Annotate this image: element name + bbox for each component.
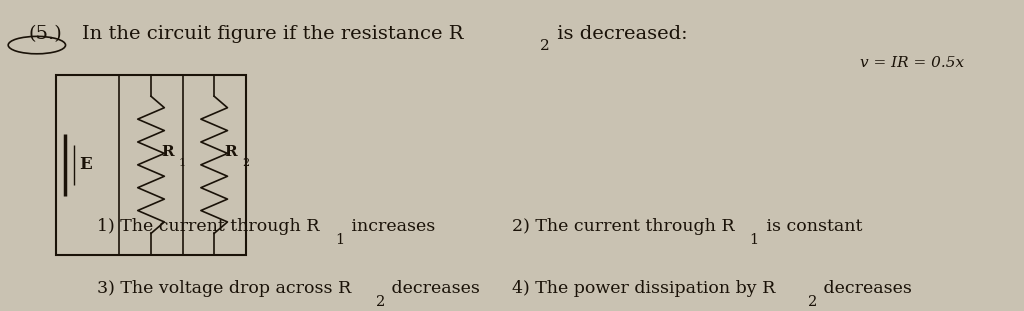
Text: 4) The power dissipation by R: 4) The power dissipation by R [512, 280, 775, 297]
Text: is constant: is constant [761, 218, 862, 235]
Text: 2: 2 [376, 295, 385, 309]
Text: is decreased:: is decreased: [551, 25, 687, 43]
Text: (5.): (5.) [29, 25, 62, 43]
Text: 2) The current through R: 2) The current through R [512, 218, 734, 235]
Text: increases: increases [346, 218, 435, 235]
Text: 2: 2 [242, 158, 249, 168]
Text: R: R [162, 145, 174, 160]
Text: E: E [79, 156, 91, 173]
Text: 1: 1 [750, 233, 759, 247]
Text: 2: 2 [540, 39, 550, 53]
Text: 1) The current through R: 1) The current through R [97, 218, 319, 235]
Text: v = IR = 0.5x: v = IR = 0.5x [860, 56, 965, 70]
Text: decreases: decreases [818, 280, 912, 297]
Text: 2: 2 [808, 295, 817, 309]
Text: decreases: decreases [386, 280, 480, 297]
Text: 1: 1 [335, 233, 344, 247]
Bar [56, 75, 246, 255]
Text: In the circuit figure if the resistance R: In the circuit figure if the resistance … [82, 25, 464, 43]
Text: 3) The voltage drop across R: 3) The voltage drop across R [97, 280, 351, 297]
Text: 1: 1 [178, 158, 185, 168]
Text: R: R [224, 145, 237, 160]
